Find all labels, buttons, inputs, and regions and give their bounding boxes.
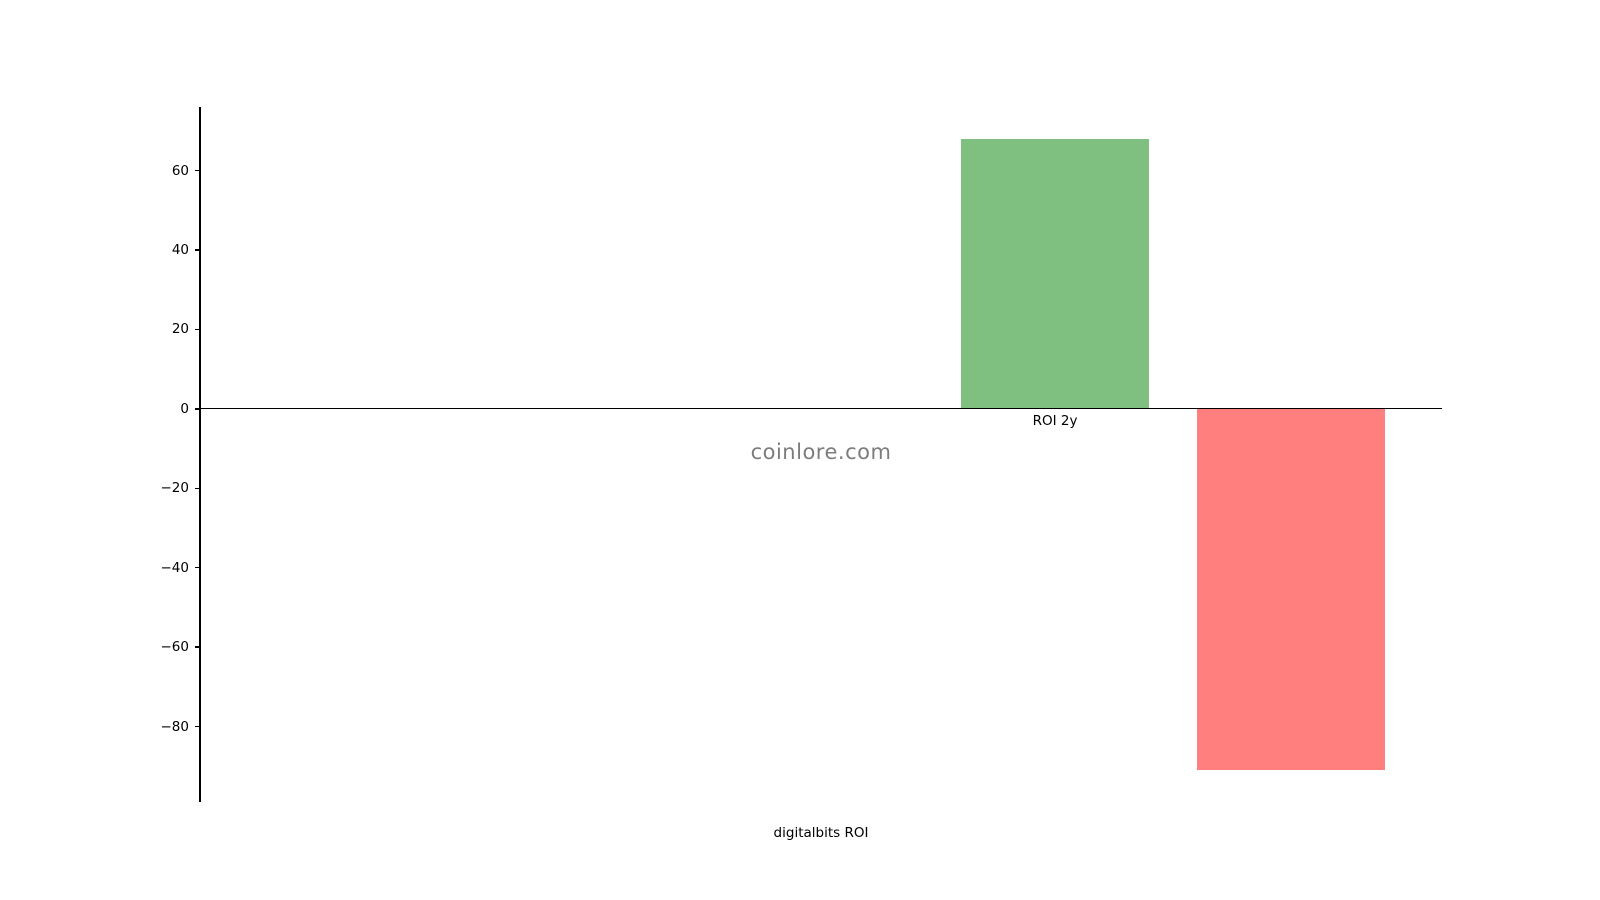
- y-tick-mark: [195, 169, 200, 172]
- x-axis-title: digitalbits ROI: [773, 825, 869, 841]
- y-tick-label: −80: [160, 718, 190, 735]
- y-axis-line: [199, 107, 201, 802]
- x-axis-zero-line: [200, 407, 1442, 409]
- bar-unlabeled-1: [1196, 408, 1385, 771]
- y-tick-mark: [195, 725, 200, 728]
- y-tick-mark: [195, 487, 200, 489]
- y-tick-mark: [195, 646, 200, 648]
- y-tick-label: 20: [171, 321, 189, 338]
- x-tick-label: ROI 2y: [1032, 412, 1078, 429]
- watermark-text: coinlore.com: [750, 440, 892, 464]
- y-tick-label: −20: [160, 480, 190, 497]
- y-tick-mark: [195, 249, 200, 251]
- y-tick-mark: [195, 408, 200, 410]
- y-tick-mark: [195, 566, 200, 569]
- y-tick-label: 40: [171, 241, 189, 258]
- y-tick-mark: [195, 328, 200, 331]
- bar-roi-2y: [961, 138, 1149, 409]
- y-tick-label: 60: [171, 162, 189, 179]
- y-tick-label: −40: [160, 559, 190, 576]
- y-tick-label: 0: [180, 400, 189, 417]
- y-tick-label: −60: [160, 639, 190, 656]
